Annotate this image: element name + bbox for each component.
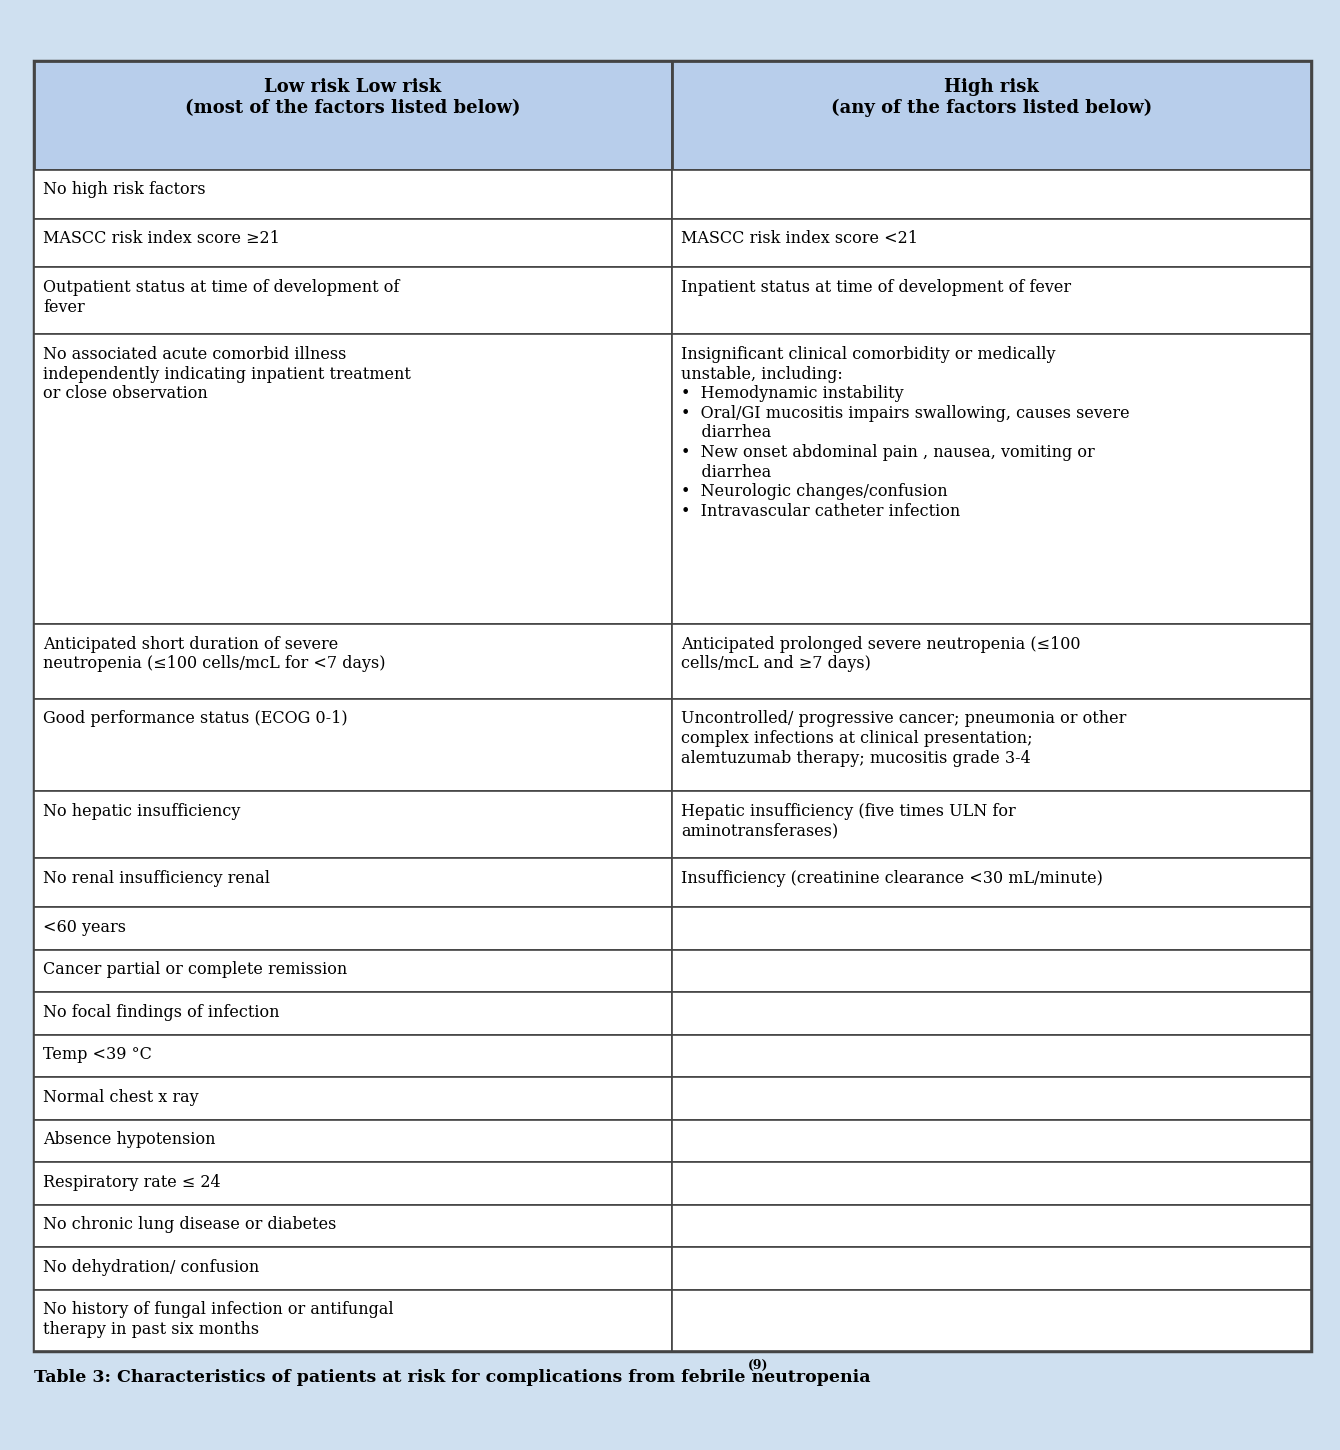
- Bar: [34, 267, 671, 335]
- Bar: [671, 624, 1311, 699]
- Text: No dehydration/ confusion: No dehydration/ confusion: [43, 1259, 259, 1276]
- Text: Normal chest x ray: Normal chest x ray: [43, 1089, 198, 1106]
- Text: Temp <39 °C: Temp <39 °C: [43, 1047, 151, 1063]
- Text: No history of fungal infection or antifungal
therapy in past six months: No history of fungal infection or antifu…: [43, 1301, 394, 1338]
- Text: Table 3: Characteristics of patients at risk for complications from febrile neut: Table 3: Characteristics of patients at …: [34, 1369, 870, 1386]
- Bar: [34, 1119, 671, 1161]
- Bar: [671, 792, 1311, 858]
- Bar: [671, 1035, 1311, 1077]
- Text: Inpatient status at time of development of fever: Inpatient status at time of development …: [681, 278, 1072, 296]
- Text: MASCC risk index score <21: MASCC risk index score <21: [681, 231, 918, 247]
- Text: Insignificant clinical comorbidity or medically
unstable, including:
•  Hemodyna: Insignificant clinical comorbidity or me…: [681, 347, 1130, 521]
- Bar: [671, 267, 1311, 335]
- Text: No focal findings of infection: No focal findings of infection: [43, 1003, 279, 1021]
- Text: Insufficiency (creatinine clearance <30 mL/minute): Insufficiency (creatinine clearance <30 …: [681, 870, 1103, 887]
- Bar: [34, 1289, 671, 1351]
- Bar: [34, 699, 671, 792]
- Bar: [671, 61, 1311, 170]
- Bar: [34, 219, 671, 267]
- Bar: [671, 858, 1311, 908]
- Bar: [671, 992, 1311, 1035]
- Text: Hepatic insufficiency (five times ULN for
aminotransferases): Hepatic insufficiency (five times ULN fo…: [681, 803, 1016, 840]
- Bar: [671, 170, 1311, 219]
- Bar: [671, 1289, 1311, 1351]
- Bar: [671, 1119, 1311, 1161]
- Bar: [34, 624, 671, 699]
- Bar: [34, 1247, 671, 1289]
- Bar: [34, 792, 671, 858]
- Bar: [34, 1161, 671, 1205]
- Text: Absence hypotension: Absence hypotension: [43, 1131, 216, 1148]
- Bar: [671, 335, 1311, 624]
- Text: Low risk Low risk
(most of the factors listed below): Low risk Low risk (most of the factors l…: [185, 78, 520, 117]
- Text: Good performance status (ECOG 0-1): Good performance status (ECOG 0-1): [43, 710, 347, 728]
- Bar: [671, 1247, 1311, 1289]
- Bar: [671, 1161, 1311, 1205]
- Bar: [34, 950, 671, 992]
- Text: (9): (9): [748, 1359, 768, 1372]
- Text: Cancer partial or complete remission: Cancer partial or complete remission: [43, 961, 347, 979]
- Bar: [671, 1205, 1311, 1247]
- Text: No renal insufficiency renal: No renal insufficiency renal: [43, 870, 269, 887]
- Text: MASCC risk index score ≥21: MASCC risk index score ≥21: [43, 231, 280, 247]
- Text: Anticipated short duration of severe
neutropenia (≤100 cells/mcL for <7 days): Anticipated short duration of severe neu…: [43, 635, 386, 673]
- Bar: [671, 908, 1311, 950]
- Bar: [34, 1077, 671, 1119]
- Text: No chronic lung disease or diabetes: No chronic lung disease or diabetes: [43, 1217, 336, 1234]
- Bar: [34, 1205, 671, 1247]
- Text: Outpatient status at time of development of
fever: Outpatient status at time of development…: [43, 278, 399, 316]
- Bar: [34, 335, 671, 624]
- Text: <60 years: <60 years: [43, 919, 126, 935]
- Bar: [34, 992, 671, 1035]
- Bar: [34, 908, 671, 950]
- Bar: [34, 858, 671, 908]
- Text: No high risk factors: No high risk factors: [43, 181, 205, 199]
- Bar: [34, 61, 671, 170]
- Text: No associated acute comorbid illness
independently indicating inpatient treatmen: No associated acute comorbid illness ind…: [43, 347, 411, 402]
- Bar: [34, 1035, 671, 1077]
- Text: High risk
(any of the factors listed below): High risk (any of the factors listed bel…: [831, 78, 1152, 117]
- Bar: [671, 219, 1311, 267]
- Bar: [671, 1077, 1311, 1119]
- Text: Respiratory rate ≤ 24: Respiratory rate ≤ 24: [43, 1173, 221, 1190]
- Bar: [34, 170, 671, 219]
- Text: Uncontrolled/ progressive cancer; pneumonia or other
complex infections at clini: Uncontrolled/ progressive cancer; pneumo…: [681, 710, 1127, 767]
- Bar: [671, 950, 1311, 992]
- Bar: [34, 61, 1311, 1351]
- Text: No hepatic insufficiency: No hepatic insufficiency: [43, 803, 240, 821]
- Text: Anticipated prolonged severe neutropenia (≤100
cells/mcL and ≥7 days): Anticipated prolonged severe neutropenia…: [681, 635, 1081, 673]
- Bar: [671, 699, 1311, 792]
